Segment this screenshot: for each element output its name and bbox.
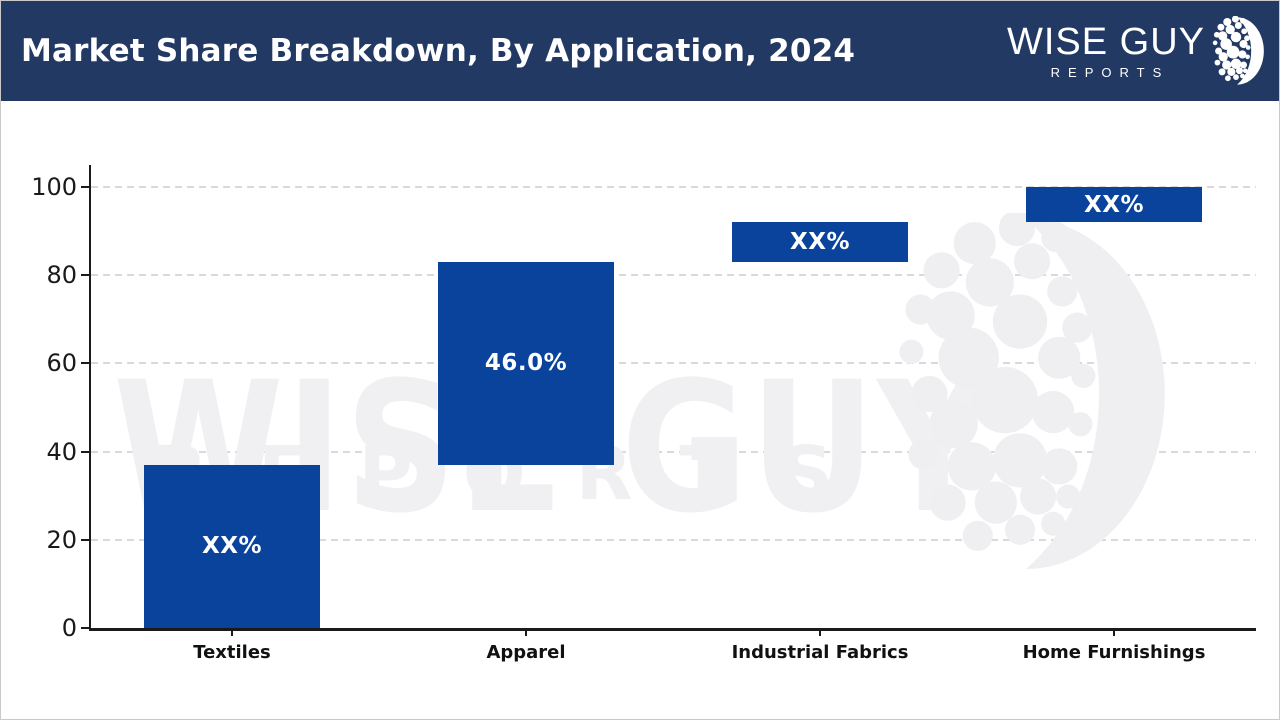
bar-industrial-fabrics: XX%	[732, 222, 908, 263]
brand-name: WISE GUY	[1006, 20, 1205, 63]
gridline-y-40	[91, 450, 1256, 453]
x-axis-label-home-furnishings: Home Furnishings	[1022, 642, 1206, 663]
chart-area: WISE GUY REPORTS 0 20	[1, 101, 1279, 719]
gridline-y-80	[91, 274, 1256, 277]
plot-area: 0 20 40 60 80 100 XX% Textiles 46.0% Apparel XX% In…	[31, 165, 1256, 663]
wise-guy-face-icon	[1212, 16, 1264, 85]
brand-subtitle: REPORTS	[1050, 64, 1170, 80]
gridline-y-20	[91, 538, 1256, 541]
y-tick-mark	[81, 538, 89, 541]
y-tick-label-100: 100	[31, 173, 77, 202]
y-tick-label-60: 60	[46, 349, 77, 378]
bar-value-label-textiles: XX%	[201, 533, 262, 560]
y-tick-label-80: 80	[46, 261, 77, 290]
x-axis-label-apparel: Apparel	[486, 642, 566, 663]
x-tick-mark	[525, 628, 527, 636]
x-axis-label-industrial-fabrics: Industrial Fabrics	[731, 642, 909, 663]
y-tick-mark	[81, 362, 89, 365]
bar-apparel: 46.0%	[438, 262, 614, 465]
gridline-y-100	[91, 186, 1256, 189]
bar-value-label-industrial-fabrics: XX%	[789, 229, 850, 256]
bar-home-furnishings: XX%	[1026, 187, 1202, 223]
y-tick-label-20: 20	[46, 525, 77, 554]
bar-value-label-home-furnishings: XX%	[1083, 191, 1144, 218]
x-tick-mark	[231, 628, 233, 636]
page-title: Market Share Breakdown, By Application, …	[21, 33, 856, 69]
y-tick-label-40: 40	[46, 437, 77, 466]
gridline-y-60	[91, 362, 1256, 365]
bar-textiles: XX%	[144, 464, 320, 628]
header: Market Share Breakdown, By Application, …	[1, 1, 1279, 101]
y-tick-mark	[81, 627, 89, 629]
y-tick-label-0: 0	[61, 614, 77, 642]
y-tick-mark	[81, 186, 89, 189]
brand-logo: WISE GUY REPORTS	[1007, 16, 1265, 86]
x-tick-mark	[819, 628, 821, 636]
bar-value-label-apparel: 46.0%	[484, 350, 568, 377]
x-axis-label-textiles: Textiles	[193, 642, 271, 663]
y-tick-mark	[81, 274, 89, 277]
x-tick-mark	[1113, 628, 1115, 636]
y-tick-mark	[81, 450, 89, 453]
